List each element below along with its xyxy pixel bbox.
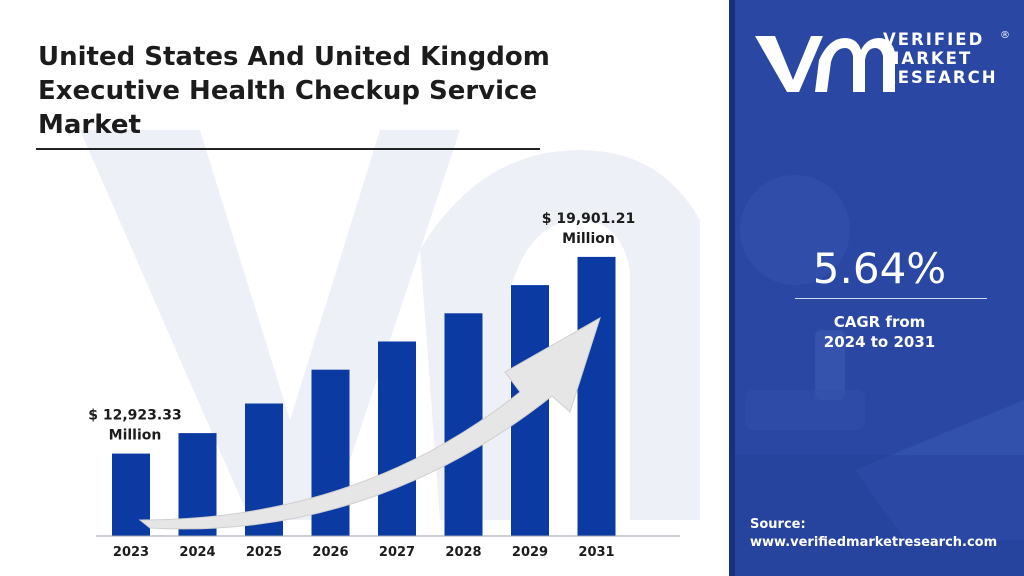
x-tick-label-2023: 2023 [113, 545, 149, 560]
data-label-2031-line2: Million [562, 231, 615, 247]
data-label-2031-line1: $ 19,901.21 [542, 211, 635, 227]
background-photo-decoration [735, 0, 1024, 576]
info-panel: VERIFIED MARKET RESEARCH ® 5.64% CAGR fr… [735, 0, 1024, 576]
bar-2031 [577, 256, 616, 536]
chart-panel: United States And United Kingdom Executi… [36, 42, 700, 560]
cagr-label-line1: CAGR from [833, 313, 926, 331]
x-tick-label-2029: 2029 [512, 545, 548, 560]
brand-line-research: RESEARCH [883, 68, 998, 87]
cagr-divider [795, 298, 987, 299]
bar-2027 [378, 341, 416, 536]
bar-chart: 2023 2024 2025 2026 2027 2028 2029 2031 $ 12,923… [88, 211, 680, 560]
title-underline [36, 148, 540, 150]
source-credit: Source: www.verifiedmarketresearch.com [750, 516, 997, 552]
trend-arrow-icon [138, 316, 601, 530]
panel-divider [729, 0, 735, 576]
source-url[interactable]: www.verifiedmarketresearch.com [750, 535, 998, 550]
x-tick-label-2027: 2027 [379, 545, 415, 560]
registered-mark: ® [1000, 30, 1010, 41]
brand-logo-icon [755, 36, 895, 92]
cagr-label-line2: 2024 to 2031 [823, 333, 936, 351]
source-label: Source: [750, 517, 806, 532]
x-tick-label-2025: 2025 [246, 545, 282, 560]
data-label-2023-line2: Million [109, 428, 162, 444]
x-tick-label-2028: 2028 [445, 545, 481, 560]
x-tick-label-2026: 2026 [312, 545, 348, 560]
brand-line-market: MARKET [883, 49, 973, 68]
x-tick-label-2031: 2031 [578, 545, 614, 560]
cagr-value: 5.64% [812, 244, 947, 293]
cagr-label: CAGR from 2024 to 2031 [735, 312, 1024, 352]
chart-title: United States And United Kingdom Executi… [38, 42, 550, 140]
brand-line-verified: VERIFIED [883, 30, 985, 49]
x-tick-label-2024: 2024 [179, 545, 215, 560]
data-label-2023-line1: $ 12,923.33 [88, 408, 181, 424]
brand-name: VERIFIED MARKET RESEARCH [883, 30, 998, 87]
